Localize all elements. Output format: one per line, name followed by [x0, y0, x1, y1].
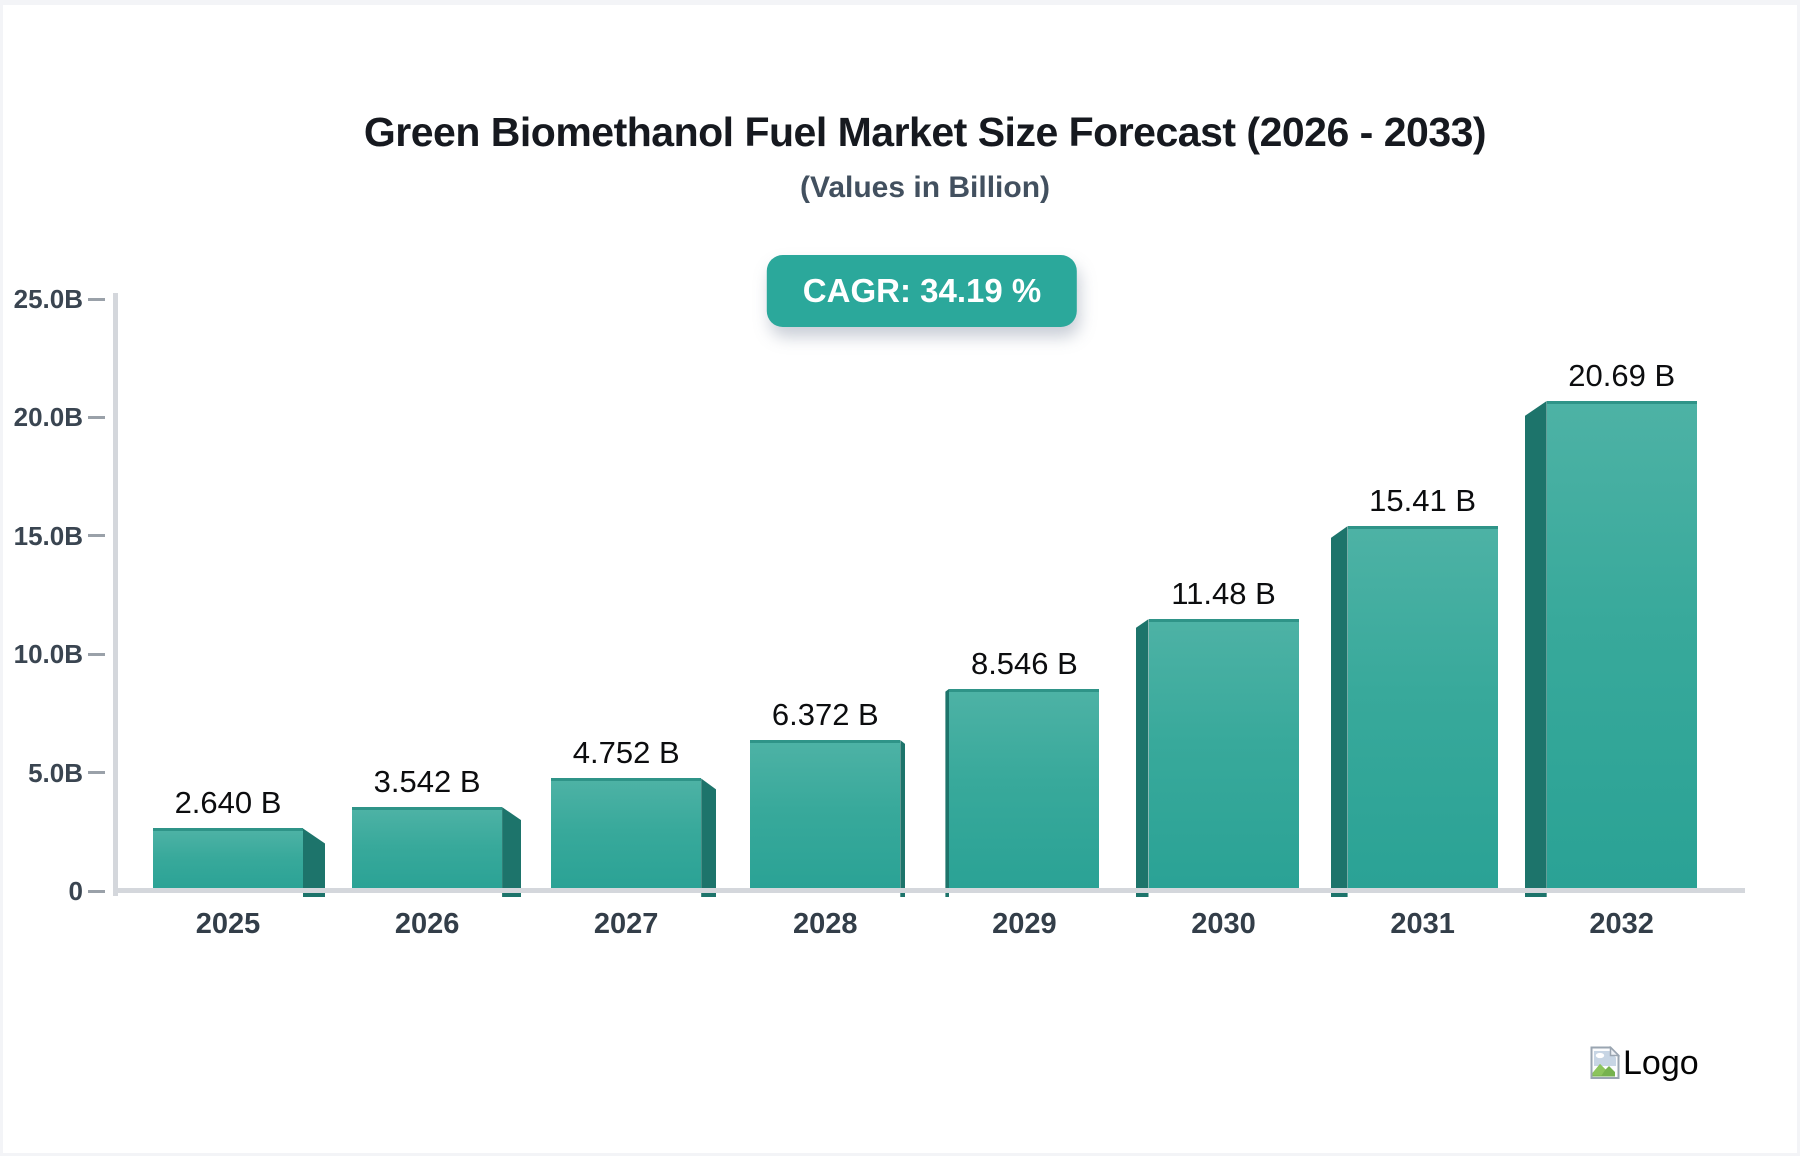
y-axis-tick-label: 0	[68, 876, 83, 906]
x-axis-category-label: 2028	[793, 908, 858, 940]
bar-side-face	[303, 828, 325, 897]
x-axis-category-label: 2030	[1191, 908, 1256, 940]
y-axis-tick	[88, 297, 105, 301]
bar-side-face	[502, 807, 522, 897]
bar-value-label: 8.546 B	[970, 645, 1078, 681]
bar-side-face	[1330, 526, 1348, 897]
y-axis-tick	[88, 889, 105, 893]
bar-value-label: 4.752 B	[572, 735, 680, 771]
y-axis-tick	[88, 534, 105, 538]
bar[interactable]	[1546, 401, 1697, 891]
bar-value-label: 11.48 B	[1171, 576, 1276, 612]
bar-value-label: 2.640 B	[174, 785, 282, 821]
bar-side-face	[900, 740, 906, 897]
bar-side-face	[1524, 401, 1547, 897]
plot-area: 0 5.0B 10.0B 15.0B 20.0B 25.0B 2.640 B 2025 3.54…	[3, 5, 1797, 1153]
bar[interactable]	[750, 740, 901, 891]
chart-subtitle: (Values in Billion)	[799, 171, 1051, 204]
x-axis-line	[113, 888, 1745, 893]
x-axis-category-label: 2031	[1390, 908, 1455, 940]
y-axis-tick-label: 10.0B	[13, 639, 83, 670]
x-axis-category-label: 2025	[195, 908, 261, 940]
chart-title: Green Biomethanol Fuel Market Size Forec…	[363, 109, 1487, 155]
y-axis-tick	[88, 771, 105, 775]
bar-side-face	[1135, 619, 1149, 897]
bar[interactable]	[949, 688, 1100, 891]
logo-alt-text: Logo	[1623, 1044, 1699, 1082]
bar[interactable]	[1347, 526, 1498, 891]
bar[interactable]	[551, 778, 702, 891]
bar-value-label: 20.69 B	[1568, 358, 1676, 394]
chart-card: Green Biomethanol Fuel Market Size Forec…	[3, 5, 1797, 1153]
y-axis-line	[113, 293, 118, 896]
bar[interactable]	[352, 807, 503, 891]
x-axis-category-label: 2029	[992, 908, 1057, 940]
bar-value-label: 6.372 B	[771, 697, 879, 733]
x-axis-category-label: 2027	[593, 908, 659, 940]
x-axis-category-label: 2032	[1589, 908, 1654, 940]
y-axis-tick	[88, 415, 105, 419]
y-axis-tick-label: 25.0B	[13, 284, 83, 314]
x-axis-category-label: 2026	[394, 908, 460, 940]
broken-image-icon	[1590, 1046, 1621, 1079]
cagr-badge: CAGR: 34.19 %	[766, 255, 1078, 327]
bar-side-face	[945, 688, 950, 897]
y-axis-tick-label: 15.0B	[13, 520, 83, 551]
y-axis-tick-label: 5.0B	[28, 757, 83, 788]
bar[interactable]	[153, 828, 303, 891]
bar-side-face	[701, 778, 717, 897]
y-axis-tick	[88, 652, 105, 656]
bar-value-label: 3.542 B	[373, 764, 481, 800]
bar-value-label: 15.41 B	[1369, 483, 1477, 519]
y-axis-tick-label: 20.0B	[13, 402, 83, 433]
logo: Logo	[1589, 1043, 1699, 1083]
bar[interactable]	[1148, 619, 1299, 891]
